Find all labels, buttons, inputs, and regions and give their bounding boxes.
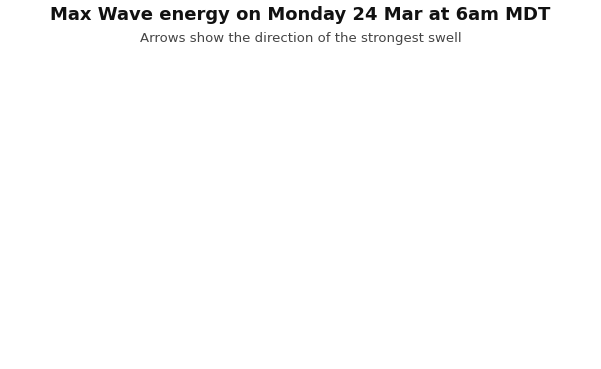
Text: Arrows show the direction of the strongest swell: Arrows show the direction of the stronge… bbox=[139, 32, 462, 45]
Text: Map requires cartopy: Map requires cartopy bbox=[212, 201, 389, 219]
Text: Max Wave energy on Monday 24 Mar at 6am MDT: Max Wave energy on Monday 24 Mar at 6am … bbox=[50, 6, 551, 24]
